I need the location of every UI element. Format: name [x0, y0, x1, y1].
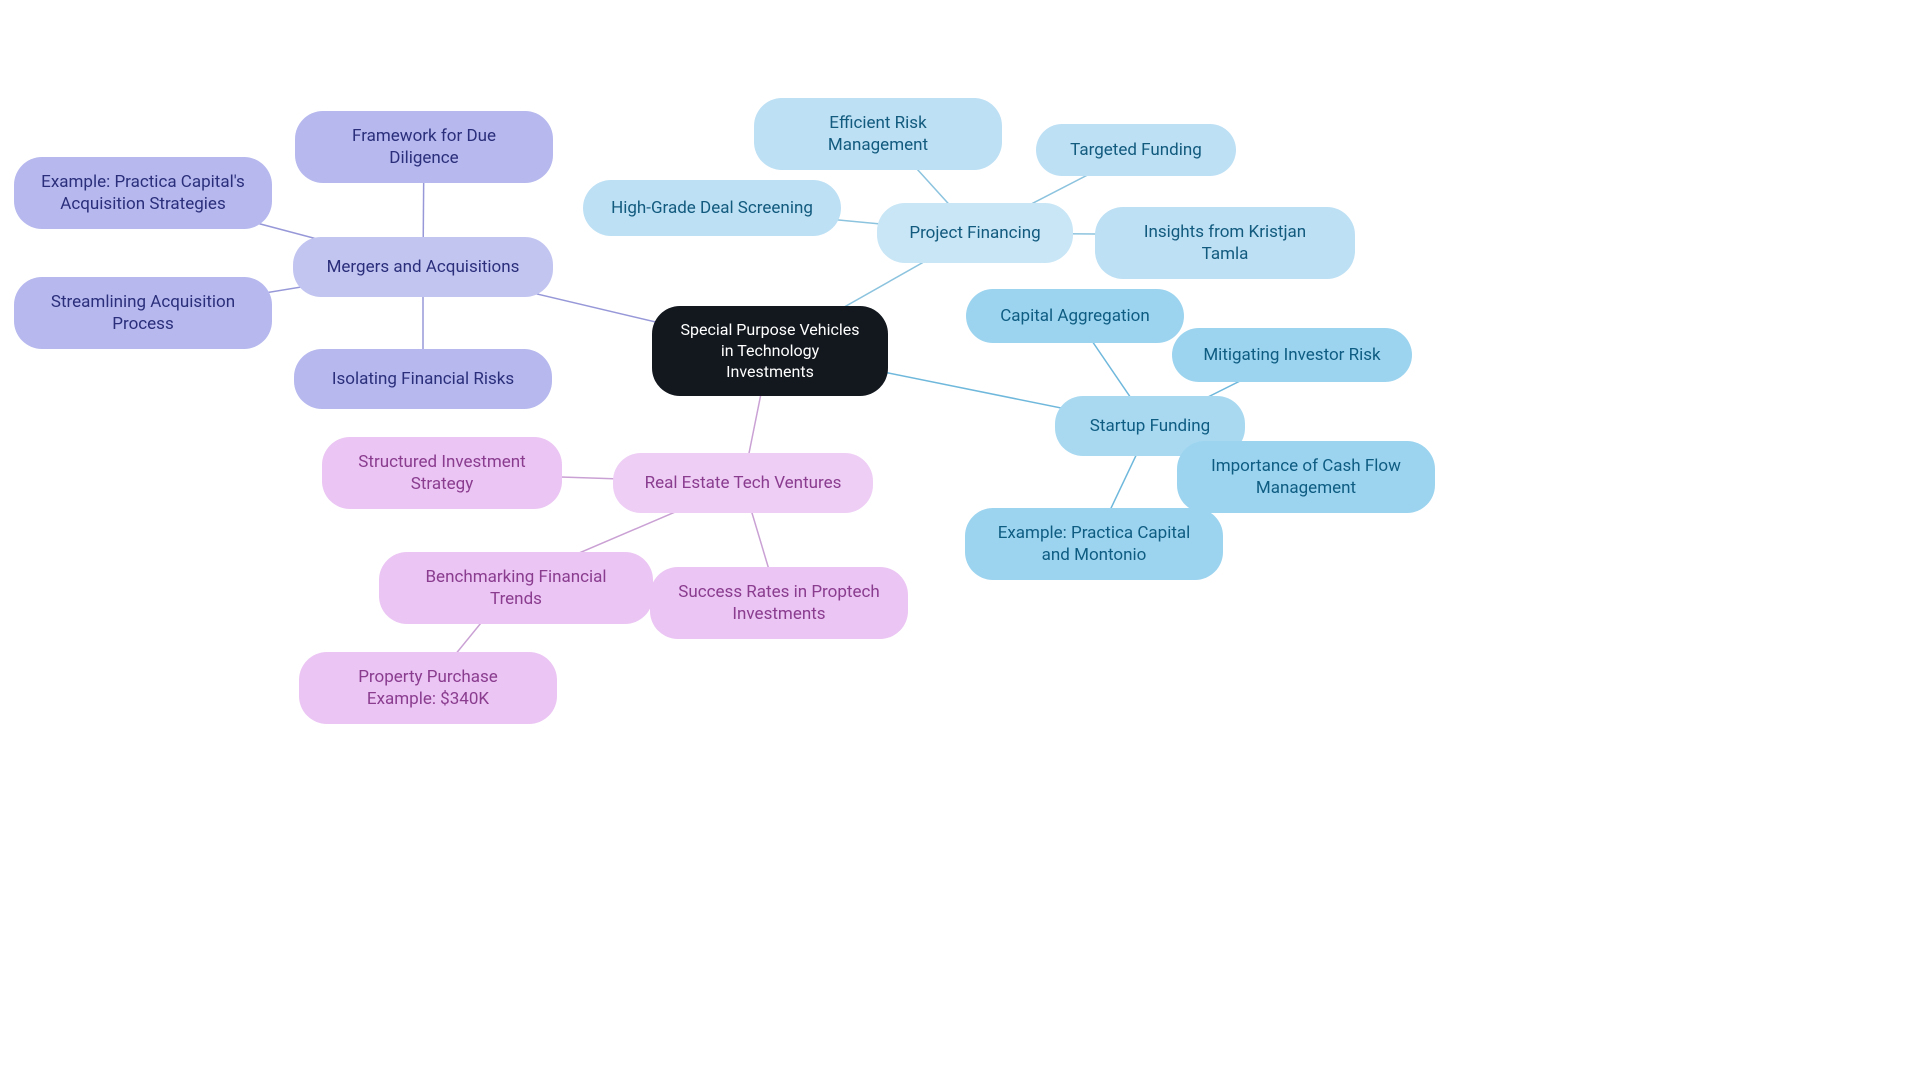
leaf-node: Example: Practica Capital and Montonio — [965, 508, 1223, 580]
leaf-node: Framework for Due Diligence — [295, 111, 553, 183]
branch-mergers: Mergers and Acquisitions — [293, 237, 553, 297]
leaf-node: Mitigating Investor Risk — [1172, 328, 1412, 382]
leaf-node: Insights from Kristjan Tamla — [1095, 207, 1355, 279]
leaf-node: Structured Investment Strategy — [322, 437, 562, 509]
leaf-node: Example: Practica Capital's Acquisition … — [14, 157, 272, 229]
branch-real-estate: Real Estate Tech Ventures — [613, 453, 873, 513]
leaf-node: Success Rates in Proptech Investments — [650, 567, 908, 639]
leaf-node: Streamlining Acquisition Process — [14, 277, 272, 349]
leaf-node: Benchmarking Financial Trends — [379, 552, 653, 624]
leaf-node: Targeted Funding — [1036, 124, 1236, 176]
leaf-node: Importance of Cash Flow Management — [1177, 441, 1435, 513]
center-node: Special Purpose Vehicles in Technology I… — [652, 306, 888, 396]
leaf-node: Capital Aggregation — [966, 289, 1184, 343]
leaf-node: Efficient Risk Management — [754, 98, 1002, 170]
branch-project-financing: Project Financing — [877, 203, 1073, 263]
leaf-node: High-Grade Deal Screening — [583, 180, 841, 236]
leaf-node: Isolating Financial Risks — [294, 349, 552, 409]
leaf-node: Property Purchase Example: $340K — [299, 652, 557, 724]
